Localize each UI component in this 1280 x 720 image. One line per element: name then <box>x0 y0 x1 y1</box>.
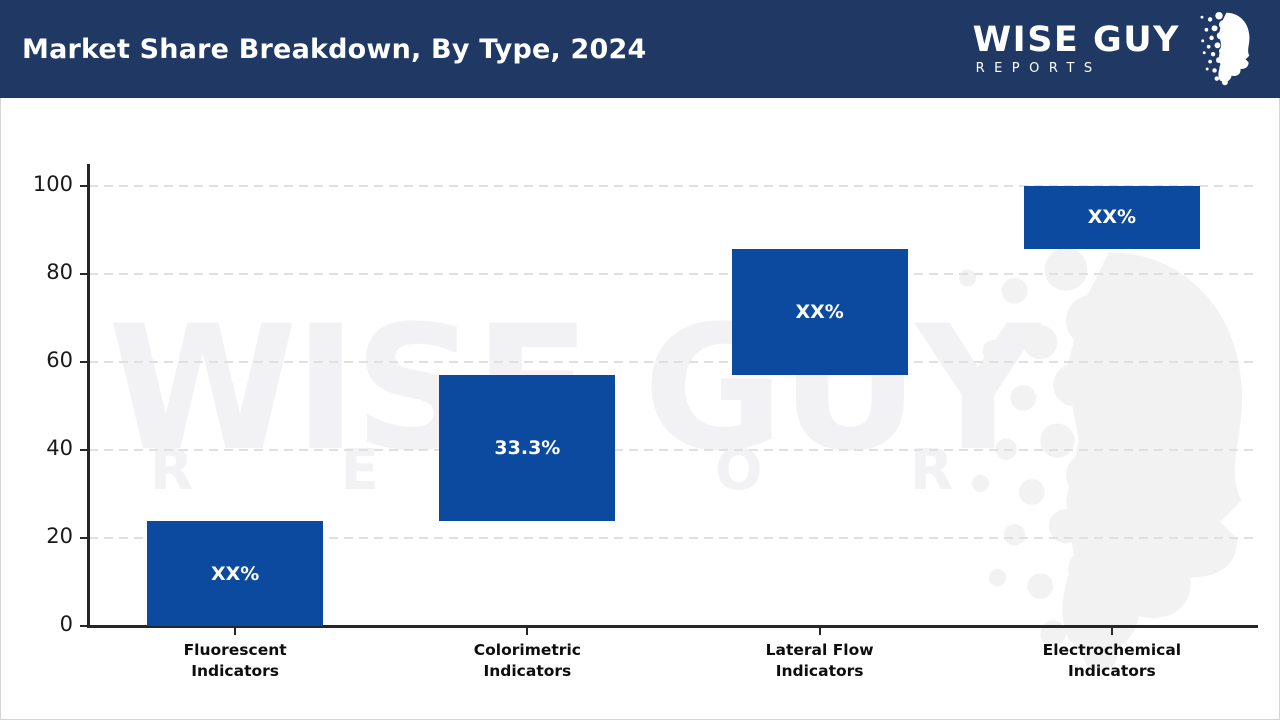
gridline-20 <box>89 537 1258 539</box>
bar-value-label: XX% <box>795 300 844 323</box>
x-axis-line <box>87 625 1258 628</box>
y-tick-100 <box>80 185 89 187</box>
x-tick <box>526 627 529 635</box>
logo-subtitle: REPORTS <box>975 61 1102 76</box>
x-tick <box>818 627 821 635</box>
x-tick <box>234 627 237 635</box>
y-tick-label-40: 40 <box>46 436 73 460</box>
category-label: Fluorescent Indicators <box>120 640 350 682</box>
bar-segment: 33.3% <box>439 374 616 522</box>
gridline-100 <box>89 185 1258 187</box>
chart-area: WISE GUY R E P O R T S 0 20 40 60 80 100 XX% Fl… <box>0 98 1280 720</box>
y-tick-60 <box>80 361 89 363</box>
category-label-line: Electrochemical <box>1042 641 1182 659</box>
category-label-line: Indicators <box>191 661 280 680</box>
category-label: Electrochemical Indicators <box>997 640 1227 682</box>
bar-segment: XX% <box>731 248 908 375</box>
y-axis-line <box>87 164 90 628</box>
bar-segment: XX% <box>147 521 324 626</box>
category-label-line: Indicators <box>775 661 864 680</box>
gridline-60 <box>89 361 1258 363</box>
gridline-80 <box>89 273 1258 275</box>
page-title: Market Share Breakdown, By Type, 2024 <box>22 33 647 65</box>
logo-text: WISE GUY REPORTS <box>972 20 1180 76</box>
header-bar: Market Share Breakdown, By Type, 2024 WI… <box>0 0 1280 98</box>
logo-wordmark: WISE GUY <box>972 20 1180 60</box>
y-tick-40 <box>80 449 89 451</box>
y-tick-label-80: 80 <box>46 260 73 284</box>
bar-value-label: XX% <box>1087 206 1137 229</box>
y-tick-label-60: 60 <box>46 348 73 372</box>
bar-value-label: XX% <box>210 562 260 585</box>
y-tick-20 <box>80 537 89 539</box>
x-tick <box>1110 627 1113 635</box>
wise-guy-reports-logo: WISE GUY REPORTS <box>973 6 1256 92</box>
category-label-line: Lateral Flow <box>765 641 874 659</box>
category-label-line: Colorimetric <box>473 641 581 659</box>
bar-segment: XX% <box>1023 186 1200 249</box>
y-tick-80 <box>80 273 89 275</box>
bar-value-label: 33.3% <box>494 437 561 459</box>
category-label-line: Fluorescent <box>183 641 287 659</box>
y-tick-label-20: 20 <box>46 524 73 548</box>
y-tick-label-100: 100 <box>32 172 73 196</box>
gridline-40 <box>89 449 1258 451</box>
category-label-line: Indicators <box>483 661 572 680</box>
y-tick-0 <box>80 625 89 627</box>
category-label: Lateral Flow Indicators <box>705 640 935 682</box>
y-tick-label-0: 0 <box>59 612 73 636</box>
watermark-dot-face-icon <box>959 248 1243 672</box>
dot-face-logo-icon <box>1200 12 1250 86</box>
category-label: Colorimetric Indicators <box>412 640 642 682</box>
category-label-line: Indicators <box>1067 661 1156 680</box>
